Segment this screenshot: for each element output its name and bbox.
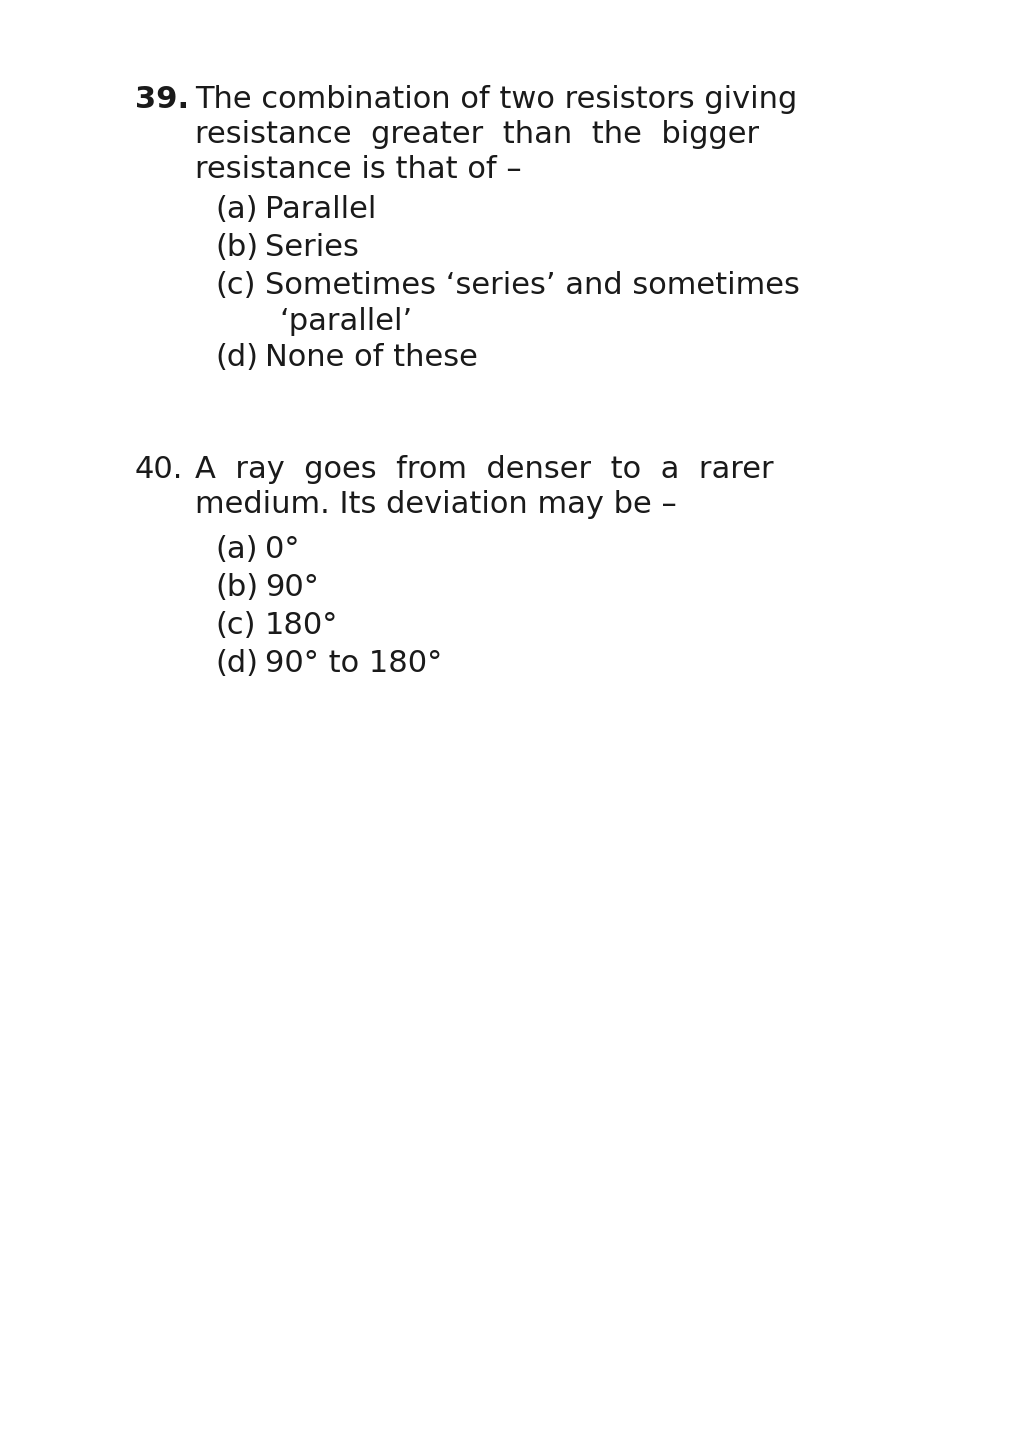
Text: Sometimes ‘series’ and sometimes: Sometimes ‘series’ and sometimes	[265, 271, 800, 300]
Text: A  ray  goes  from  denser  to  a  rarer: A ray goes from denser to a rarer	[195, 455, 773, 484]
Text: The combination of two resistors giving: The combination of two resistors giving	[195, 85, 798, 113]
Text: resistance  greater  than  the  bigger: resistance greater than the bigger	[195, 121, 759, 149]
Text: (c): (c)	[215, 271, 256, 300]
Text: (b): (b)	[215, 573, 258, 602]
Text: resistance is that of –: resistance is that of –	[195, 155, 521, 184]
Text: 90° to 180°: 90° to 180°	[265, 649, 442, 678]
Text: (d): (d)	[215, 649, 258, 678]
Text: (a): (a)	[215, 536, 257, 564]
Text: 40.: 40.	[135, 455, 183, 484]
Text: (b): (b)	[215, 233, 258, 261]
Text: Series: Series	[265, 233, 358, 261]
Text: 39.: 39.	[135, 85, 189, 113]
Text: 0°: 0°	[265, 536, 299, 564]
Text: 90°: 90°	[265, 573, 318, 602]
Text: (c): (c)	[215, 610, 256, 640]
Text: (a): (a)	[215, 195, 257, 224]
Text: Parallel: Parallel	[265, 195, 377, 224]
Text: 180°: 180°	[265, 610, 338, 640]
Text: (d): (d)	[215, 343, 258, 372]
Text: medium. Its deviation may be –: medium. Its deviation may be –	[195, 490, 677, 518]
Text: None of these: None of these	[265, 343, 478, 372]
Text: ‘parallel’: ‘parallel’	[279, 307, 412, 336]
